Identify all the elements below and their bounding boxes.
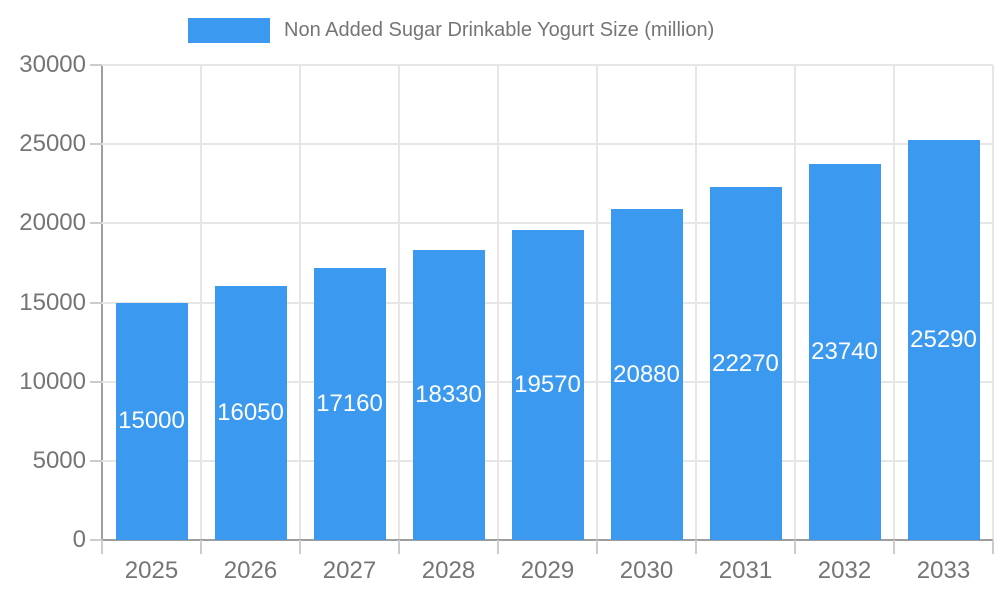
x-axis-label: 2031: [718, 557, 773, 584]
bar: [511, 230, 584, 540]
y-axis-label: 15000: [19, 288, 86, 316]
y-axis-label: 5000: [32, 446, 86, 474]
bar: [214, 285, 287, 540]
x-axis-tick: [101, 540, 103, 554]
x-axis-tick: [893, 540, 895, 554]
x-axis-label: 2030: [619, 557, 674, 584]
bar: [709, 187, 782, 540]
y-axis-label: 10000: [19, 367, 86, 395]
y-axis-tick: [90, 143, 102, 146]
x-axis-tick: [200, 540, 202, 554]
y-axis-label: 20000: [19, 209, 86, 237]
x-axis-tick: [695, 540, 697, 554]
bar-value-label: 25290: [910, 325, 977, 353]
bar: [313, 268, 386, 540]
x-axis-tick: [299, 540, 301, 554]
x-axis-tick: [794, 540, 796, 554]
x-axis-label: 2027: [322, 557, 377, 584]
bar-value-label: 17160: [316, 390, 383, 418]
x-axis-tick: [596, 540, 598, 554]
legend-label: Non Added Sugar Drinkable Yogurt Size (m…: [284, 19, 715, 41]
plot-area: 15000 16050 17160 18330 19570 20880 22270 23740…: [101, 64, 994, 541]
x-axis-label: 2033: [916, 557, 971, 584]
y-axis-tick: [90, 380, 102, 383]
x-axis-label: 2028: [421, 557, 476, 584]
x-axis-label: 2025: [124, 557, 179, 584]
h-gridline: [102, 222, 993, 225]
y-axis-tick: [90, 222, 102, 225]
x-axis-label: 2029: [520, 557, 575, 584]
legend-item[interactable]: Non Added Sugar Drinkable Yogurt Size (m…: [188, 17, 714, 43]
y-axis-tick: [90, 64, 102, 66]
y-axis-tick: [90, 301, 102, 304]
bar-value-label: 18330: [415, 380, 482, 408]
v-gridline: [992, 65, 994, 540]
bar-value-label: 20880: [613, 360, 680, 388]
h-gridline: [102, 64, 993, 66]
bar: [808, 164, 881, 540]
bar: [115, 302, 188, 540]
x-axis-tick: [398, 540, 400, 554]
bar-value-label: 16050: [217, 398, 284, 426]
legend: Non Added Sugar Drinkable Yogurt Size (m…: [188, 17, 714, 43]
y-axis-label: 30000: [19, 51, 86, 78]
legend-swatch: [188, 17, 270, 43]
bar-value-label: 22270: [712, 349, 779, 377]
x-axis-tick: [992, 540, 994, 554]
x-axis-tick: [497, 540, 499, 554]
bar-value-label: 19570: [514, 371, 581, 399]
x-axis-label: 2032: [817, 557, 872, 584]
bar: [412, 249, 485, 540]
x-axis-line: [102, 539, 993, 541]
y-axis-tick: [90, 539, 102, 541]
y-axis-label: 0: [72, 526, 86, 553]
x-axis-label: 2026: [223, 557, 278, 584]
bar: [610, 209, 683, 540]
bar-value-label: 15000: [118, 407, 185, 435]
bar: [907, 139, 980, 540]
h-gridline: [102, 143, 993, 146]
y-axis-label: 25000: [19, 130, 86, 158]
y-axis-tick: [90, 459, 102, 462]
bar-value-label: 23740: [811, 338, 878, 366]
